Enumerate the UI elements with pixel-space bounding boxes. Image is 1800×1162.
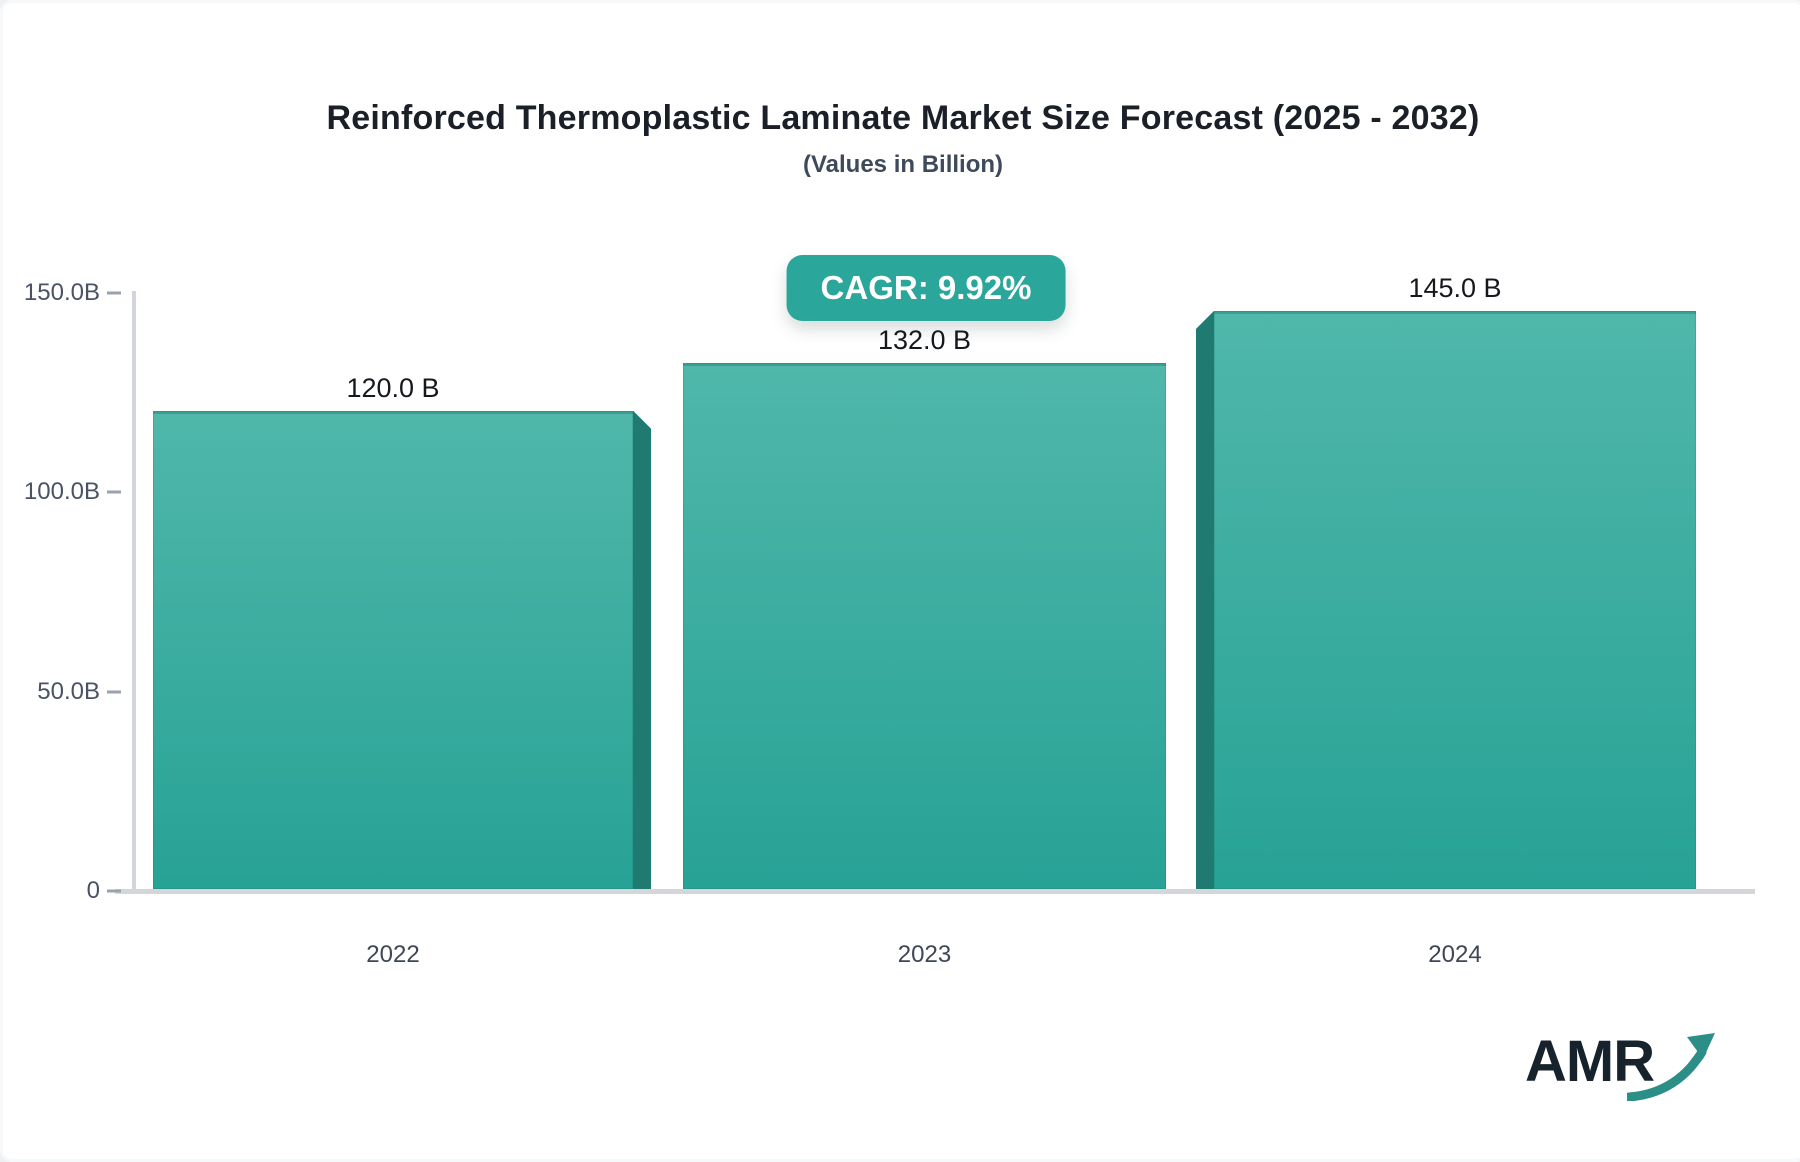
bar-value-label: 120.0 B [346, 372, 440, 403]
y-axis-tick-mark [107, 889, 121, 893]
amr-logo: AMR [1525, 1021, 1715, 1101]
chart-subtitle: (Values in Billion) [802, 151, 1004, 178]
trend-up-arrow-icon [1627, 1033, 1715, 1101]
y-axis-tick-label: 150.0B [23, 279, 100, 306]
bar-2022[interactable] [153, 410, 633, 889]
x-axis-line [115, 889, 1755, 894]
bar-3d-side [1196, 310, 1214, 889]
y-axis-tick-mark [107, 690, 121, 694]
y-axis-tick-label: 0 [86, 877, 100, 904]
y-axis-line [132, 291, 136, 894]
bar-2023[interactable] [683, 362, 1166, 889]
y-axis-tick-mark [107, 490, 121, 494]
bar-3d-side [633, 410, 651, 889]
cagr-badge: CAGR: 9.92% [786, 255, 1066, 321]
x-axis-category-label: 2024 [1428, 941, 1482, 968]
chart-title: Reinforced Thermoplastic Laminate Market… [326, 99, 1480, 137]
x-axis-category-label: 2022 [366, 941, 420, 968]
bar-2024[interactable] [1214, 310, 1696, 889]
y-axis-tick-label: 100.0B [23, 478, 100, 506]
y-axis-tick-mark [107, 291, 121, 295]
amr-logo-text: AMR [1525, 1029, 1655, 1094]
y-axis-tick-label: 50.0B [37, 677, 100, 705]
bar-value-label: 145.0 B [1408, 272, 1502, 303]
bar-value-label: 132.0 B [877, 324, 972, 355]
x-axis-category-label: 2023 [897, 941, 952, 968]
